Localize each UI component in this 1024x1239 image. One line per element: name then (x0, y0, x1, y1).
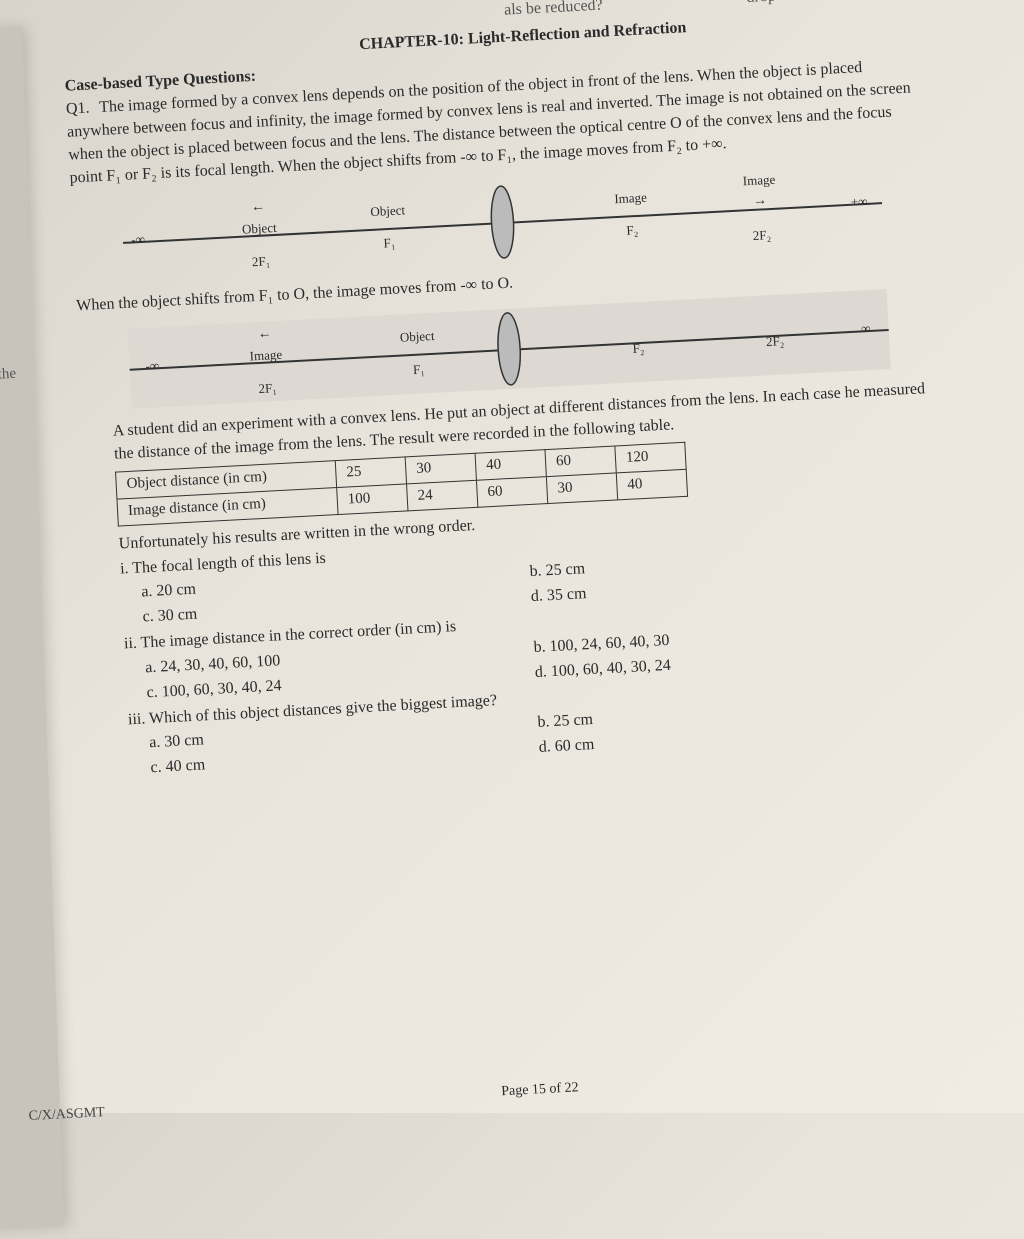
fragment-reduced: als be reduced? (504, 0, 603, 19)
qii-label: ii. (124, 635, 138, 653)
d2-image-2f1: ← Image 2F₁ (248, 323, 284, 399)
cell: 40 (475, 450, 546, 480)
footer-left: C/X/ASGMT (28, 1105, 105, 1125)
d1-neg-infinity: -∞ (131, 230, 146, 252)
d1-image-2f2: Image → 2F₂ (742, 170, 778, 246)
cell: 100 (337, 484, 408, 514)
cell: 40 (616, 469, 687, 499)
d2-neg-infinity: -∞ (145, 356, 160, 378)
convex-lens-icon-1 (488, 184, 518, 259)
fragment-ozone: of amount of ozone in (789, 0, 931, 4)
d1-pos-infinity: +∞ (850, 192, 868, 214)
qiii-label: iii. (128, 710, 146, 728)
cell: 60 (545, 446, 616, 476)
cell: 120 (615, 442, 686, 472)
d2-f2: F₂ (631, 325, 644, 358)
cell: 60 (476, 476, 547, 506)
page-content: osphere. als be reduced? drop of amount … (40, 0, 981, 794)
cell: 30 (405, 453, 476, 483)
cell: 24 (407, 480, 478, 510)
d2-object-f1: Object F₁ (399, 327, 436, 380)
qi-label: i. (120, 560, 129, 577)
q1-label: Q1. (65, 96, 90, 120)
d1-object-2f1: ← Object 2F₁ (240, 196, 278, 272)
footer-page-number: Page 15 of 22 (501, 1080, 579, 1100)
convex-lens-icon-2 (494, 311, 524, 386)
cell: 30 (546, 473, 617, 503)
fragment-left-the: the (0, 366, 17, 384)
d2-infinity: ∞ (861, 319, 871, 340)
d1-image-f2: Image F₂ (614, 188, 649, 241)
fragment-drop: drop (746, 0, 776, 6)
cell: 25 (335, 457, 406, 487)
d2-2f2: 2F₂ (765, 318, 785, 352)
d1-object-f1: Object F₁ (370, 201, 407, 254)
